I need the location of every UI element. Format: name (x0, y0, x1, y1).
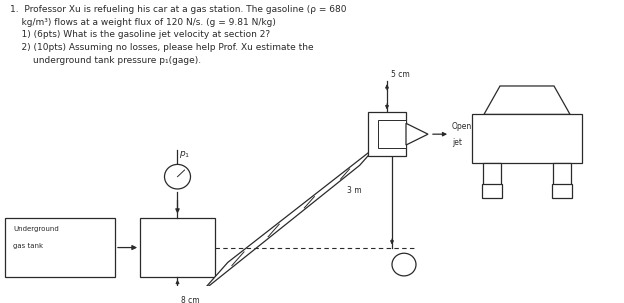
Bar (140, 218, 215, 277)
Text: 5 cm: 5 cm (391, 70, 410, 79)
Text: Open: Open (452, 122, 472, 131)
Circle shape (392, 253, 416, 276)
Bar (472, 114, 582, 163)
Text: 2: 2 (402, 260, 406, 269)
Bar (368, 112, 406, 156)
Bar (482, 184, 502, 198)
Bar (552, 184, 572, 198)
Polygon shape (406, 123, 428, 145)
Polygon shape (484, 86, 570, 114)
Bar (378, 120, 406, 148)
Text: 1.  Professor Xu is refueling his car at a gas station. The gasoline (ρ = 680
  : 1. Professor Xu is refueling his car at … (10, 5, 346, 65)
Text: 3 m: 3 m (348, 186, 362, 195)
Polygon shape (202, 146, 376, 291)
Text: jet: jet (452, 138, 462, 147)
Text: $p_1$: $p_1$ (180, 149, 191, 160)
Bar (483, 163, 501, 186)
Bar (553, 163, 571, 186)
Circle shape (165, 165, 190, 189)
Text: gas tank: gas tank (13, 243, 43, 249)
Text: 8 cm: 8 cm (182, 296, 200, 303)
Text: Underground: Underground (13, 226, 59, 232)
Bar (5, 218, 115, 277)
